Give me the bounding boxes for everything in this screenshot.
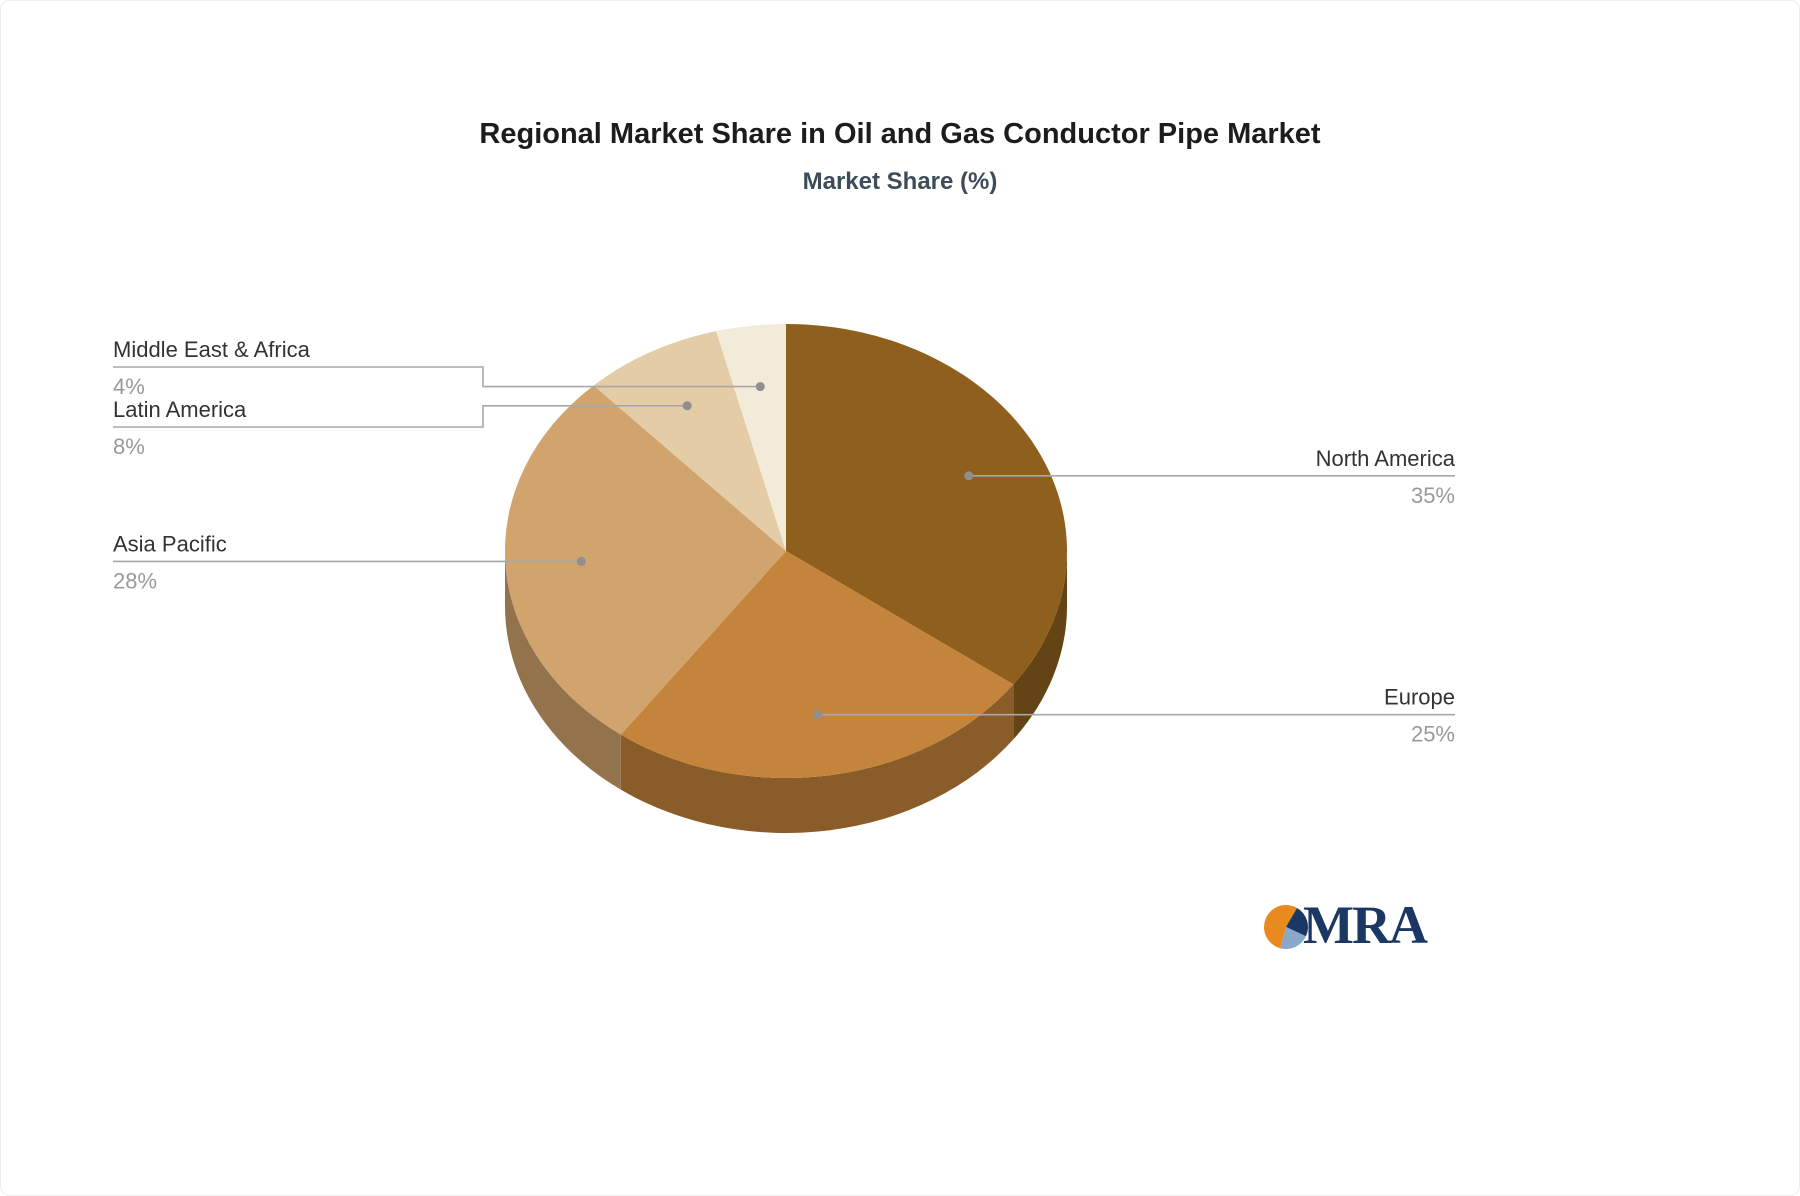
pie-slice-asia-pacific[interactable] [505,385,786,735]
slice-label-value-north-america: 35% [1411,483,1455,508]
slice-label-name-middle-east-africa: Middle East & Africa [113,337,311,362]
brand-logo-wedge-0 [1264,905,1297,949]
pie-slice-north-america[interactable] [786,324,1068,685]
slice-label-name-europe: Europe [1384,685,1455,710]
connector-dot-asia-pacific [576,556,586,566]
label-connector-middle-east-africa [113,366,761,388]
slice-label-value-asia-pacific: 28% [113,568,157,593]
connector-dot-middle-east-africa [755,382,765,392]
chart-title: Regional Market Share in Oil and Gas Con… [479,118,1321,150]
brand-logo-wedge-1 [1286,907,1308,937]
pie-slice-side-north-america [1013,551,1067,740]
chart-subtitle: Market Share (%) [802,168,998,195]
brand-logo-text: MRA [1303,895,1428,955]
slice-label-value-europe: 25% [1411,722,1455,747]
connector-dot-latin-america [682,401,692,411]
slice-label-name-latin-america: Latin America [113,397,247,422]
brand-logo-icon [1264,905,1308,949]
pie-slice-europe[interactable] [620,551,1014,778]
slice-label-name-asia-pacific: Asia Pacific [113,531,227,556]
label-connector-latin-america [113,404,688,428]
brand-logo: MRA [1262,895,1428,955]
pie-slice-side-europe [620,684,1014,834]
connector-dot-north-america [964,471,974,481]
pie-slice-side-asia-pacific [505,551,621,790]
connector-dot-europe [813,710,823,720]
slice-label-value-latin-america: 8% [113,434,145,459]
slice-label-name-north-america: North America [1316,446,1456,471]
pie-slice-middle-east-africa[interactable] [716,324,786,551]
slice-label-value-middle-east-africa: 4% [113,374,145,399]
brand-logo-wedge-2 [1280,927,1306,949]
